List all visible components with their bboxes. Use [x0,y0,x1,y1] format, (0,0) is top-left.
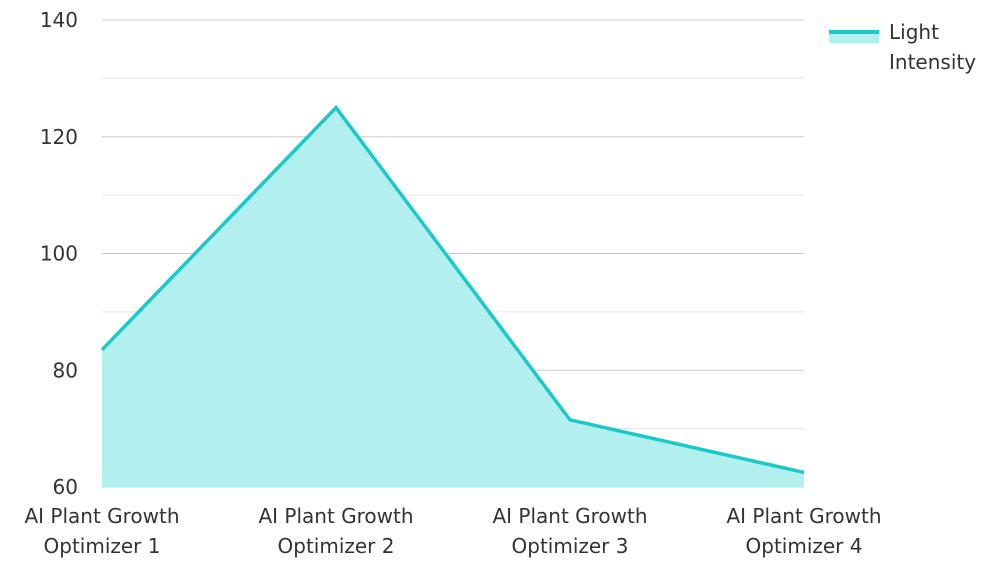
series-line [100,104,805,475]
series-area-fill [102,107,804,487]
x-tick-label: AI Plant Growth Optimizer 2 [258,504,413,558]
y-tick-label: 60 [53,475,78,499]
y-tick-label: 140 [40,8,78,32]
legend: Light Intensity [829,20,976,74]
y-tick-label: 120 [40,125,78,149]
x-axis: AI Plant Growth Optimizer 1 AI Plant Growt… [24,504,881,558]
y-axis: 60 80 100 120 140 [40,8,78,499]
x-tick-label: AI Plant Growth Optimizer 3 [492,504,647,558]
x-tick-label: AI Plant Growth Optimizer 4 [726,504,881,558]
y-tick-label: 100 [40,242,78,266]
y-tick-label: 80 [53,358,78,382]
legend-label: Light Intensity [889,20,976,74]
plot-area [100,104,805,487]
x-tick-label: AI Plant Growth Optimizer 1 [24,504,179,558]
